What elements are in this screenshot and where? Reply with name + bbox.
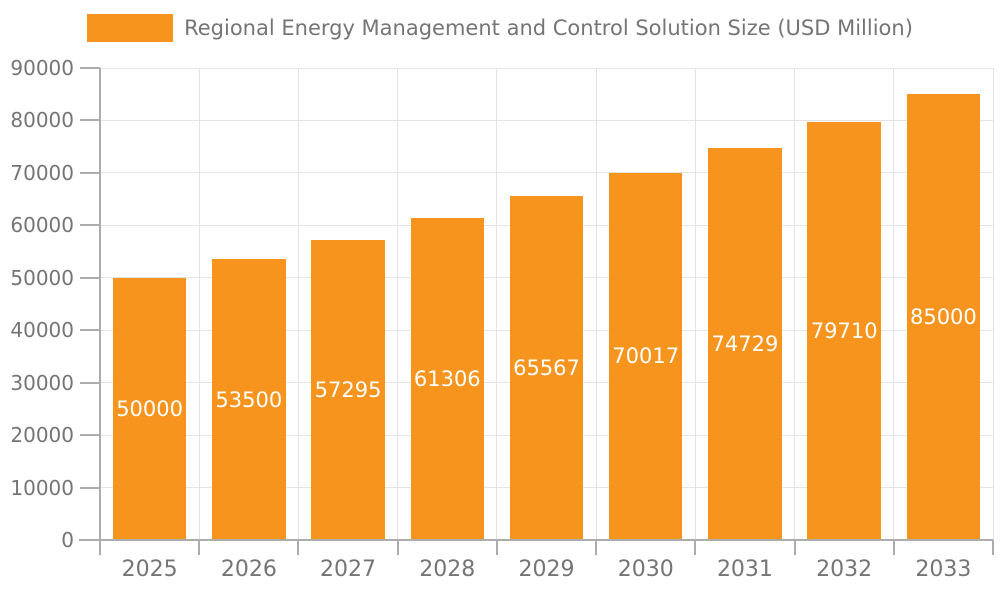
y-axis-tick	[80, 171, 100, 174]
x-axis-label: 2029	[518, 557, 575, 582]
gridline-vertical	[595, 68, 597, 540]
x-axis-tick	[396, 540, 399, 555]
x-axis-tick	[793, 540, 796, 555]
x-axis-tick	[892, 540, 895, 555]
y-axis-label: 60000	[10, 213, 74, 238]
gridline-vertical	[992, 68, 994, 540]
y-axis-tick	[80, 224, 100, 227]
gridline-horizontal	[100, 119, 993, 121]
gridline-vertical	[297, 68, 299, 540]
y-axis-label: 50000	[10, 265, 74, 290]
bar-value-label: 74729	[711, 332, 779, 357]
bar-2029: 65567	[509, 196, 584, 540]
x-axis-line	[79, 539, 993, 541]
y-axis-tick	[80, 486, 100, 489]
y-axis-label: 20000	[10, 423, 74, 448]
gridline-horizontal	[100, 172, 993, 174]
gridline-vertical	[397, 68, 399, 540]
gridline-vertical	[496, 68, 498, 540]
x-axis-tick	[297, 540, 300, 555]
y-axis-label: 10000	[10, 475, 74, 500]
bar-2028: 61306	[410, 218, 484, 540]
chart-legend[interactable]: Regional Energy Management and Control S…	[0, 14, 1000, 42]
bar-value-label: 65567	[513, 356, 580, 381]
y-axis-label: 40000	[10, 318, 74, 343]
bar-value-label: 57295	[314, 377, 382, 402]
x-axis-label: 2030	[617, 557, 674, 582]
y-axis-tick	[80, 119, 100, 122]
bar-2033: 85000	[906, 94, 981, 540]
x-axis-label: 2033	[915, 557, 972, 582]
y-axis-line	[99, 68, 101, 555]
y-axis-tick	[80, 276, 100, 279]
y-axis-label: 80000	[10, 108, 74, 133]
bar-value-label: 50000	[116, 396, 183, 421]
x-axis-tick	[694, 540, 697, 555]
y-axis-tick	[80, 434, 100, 437]
gridline-vertical	[694, 68, 696, 540]
legend-swatch	[87, 14, 174, 42]
x-axis-label: 2028	[419, 557, 476, 582]
y-axis-label: 30000	[10, 370, 74, 395]
bar-2027: 57295	[311, 239, 385, 540]
y-axis-tick	[80, 67, 100, 69]
x-axis-label: 2025	[121, 557, 178, 582]
bar-2025: 50000	[112, 277, 187, 540]
x-axis-tick	[595, 540, 598, 555]
x-axis-tick	[198, 540, 201, 555]
bar-value-label: 70017	[612, 344, 680, 369]
x-axis-tick	[495, 540, 498, 555]
bar-2030: 70017	[609, 172, 683, 540]
bar-value-label: 53500	[215, 387, 283, 412]
x-axis-label: 2031	[716, 557, 773, 582]
gridline-vertical	[893, 68, 895, 540]
bar-value-label: 79710	[810, 318, 878, 343]
plot-area: 0 10000 20000 30000 40000 50000 60000 70000 8000…	[10, 56, 994, 582]
x-axis-label: 2026	[220, 557, 277, 582]
bar-2026: 53500	[212, 259, 286, 540]
bar-2032: 79710	[807, 121, 881, 540]
x-axis-label: 2027	[320, 557, 377, 582]
y-axis-label: 70000	[10, 160, 74, 185]
y-axis-label: 0	[61, 528, 74, 552]
y-axis-tick	[80, 329, 100, 332]
gridline-vertical	[198, 68, 200, 540]
gridline-vertical	[794, 68, 796, 540]
bar-value-label: 85000	[909, 305, 977, 330]
gridline-horizontal	[100, 67, 993, 69]
bar-2031: 74729	[708, 148, 782, 540]
chart-title: Regional Energy Management and Control S…	[184, 16, 913, 40]
y-axis-tick	[80, 381, 100, 384]
y-axis-label: 90000	[10, 56, 74, 80]
bar-value-label: 61306	[413, 367, 481, 392]
x-axis-label: 2032	[816, 557, 873, 582]
x-axis-tick	[992, 540, 994, 555]
